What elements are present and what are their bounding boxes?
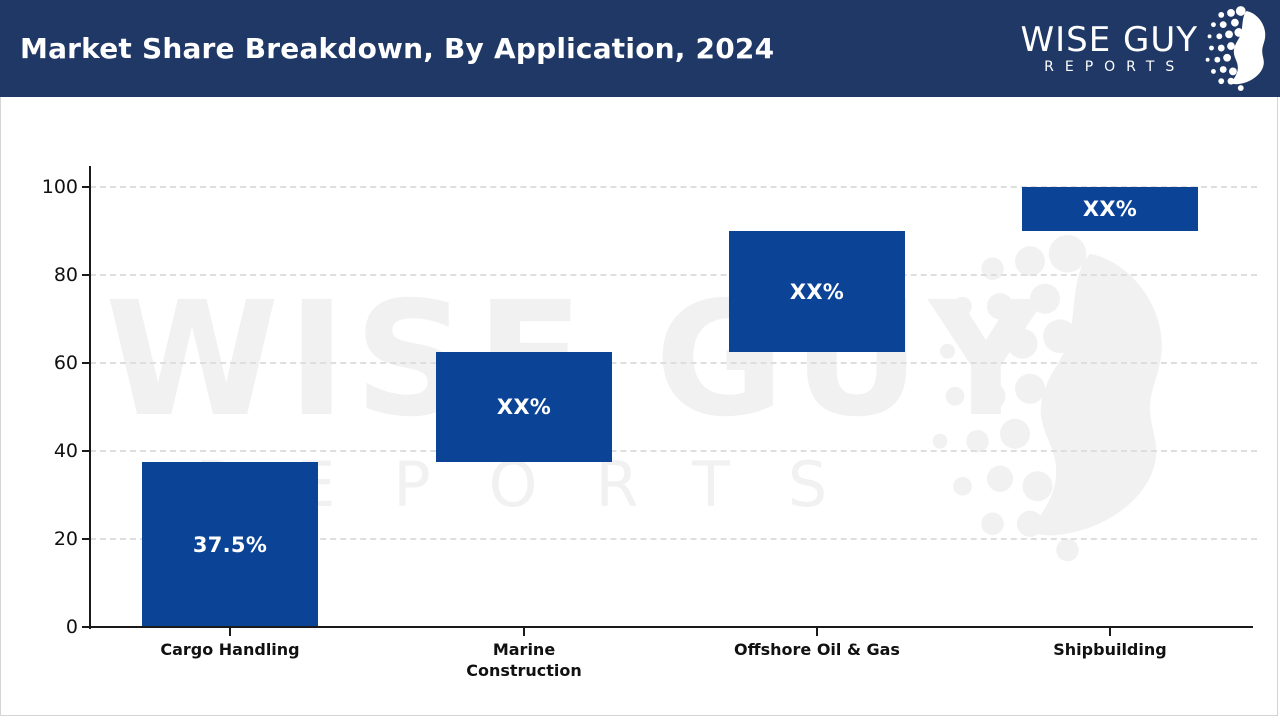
y-axis-tick-label: 40 xyxy=(53,440,78,462)
y-axis-tick-label: 0 xyxy=(65,616,78,638)
x-axis-tickmark xyxy=(1109,628,1111,636)
y-axis-tick-label: 60 xyxy=(53,352,78,374)
y-axis-tickmark xyxy=(82,186,90,188)
x-axis-category-label: Shipbuilding xyxy=(1053,640,1167,659)
bar-shipbuilding: XX% xyxy=(1022,187,1198,231)
x-axis-tickmark xyxy=(816,628,818,636)
y-gridline-80 xyxy=(90,274,1257,276)
y-axis-tickmark xyxy=(82,362,90,364)
y-gridline-60 xyxy=(90,362,1257,364)
wiseguy-logo: WISE GUY REPORTS xyxy=(1020,4,1270,94)
y-axis-tick-label: 100 xyxy=(41,176,78,198)
bar-value-label: XX% xyxy=(496,395,552,419)
y-gridline-40 xyxy=(90,450,1257,452)
y-axis-tickmark xyxy=(82,450,90,452)
logo-reports-text: REPORTS xyxy=(1044,59,1186,76)
bar-offshore-oil-gas: XX% xyxy=(729,231,905,352)
page-title: Market Share Breakdown, By Application, … xyxy=(20,32,775,65)
y-gridline-100 xyxy=(90,186,1257,188)
y-gridline-20 xyxy=(90,538,1257,540)
y-axis-tickmark xyxy=(82,626,90,628)
bar-value-label: XX% xyxy=(1082,197,1138,221)
x-axis-tickmark xyxy=(229,628,231,636)
x-axis-category-label: Cargo Handling xyxy=(160,640,300,659)
y-axis-tickmark xyxy=(82,274,90,276)
y-axis-line xyxy=(89,166,91,629)
x-axis-tickmark xyxy=(523,628,525,636)
y-axis-tick-label: 80 xyxy=(53,264,78,286)
bar-value-label: XX% xyxy=(789,279,845,304)
logo-wiseguy-text: WISE GUY xyxy=(1020,19,1198,60)
logo-head-dots-icon xyxy=(1205,6,1266,91)
header-bar: Market Share Breakdown, By Application, … xyxy=(0,0,1280,97)
bar-marine-construction: XX% xyxy=(436,352,612,462)
bar-value-label: 37.5% xyxy=(192,532,268,557)
y-axis-tickmark xyxy=(82,538,90,540)
bar-cargo-handling: 37.5% xyxy=(142,462,318,627)
x-axis-category-label: Offshore Oil & Gas xyxy=(734,640,900,659)
logo-text: WISE GUY REPORTS xyxy=(1020,19,1198,76)
x-axis-category-label: Marine Construction xyxy=(466,640,582,680)
x-axis-line xyxy=(89,626,1253,628)
y-axis-tick-label: 20 xyxy=(53,528,78,550)
